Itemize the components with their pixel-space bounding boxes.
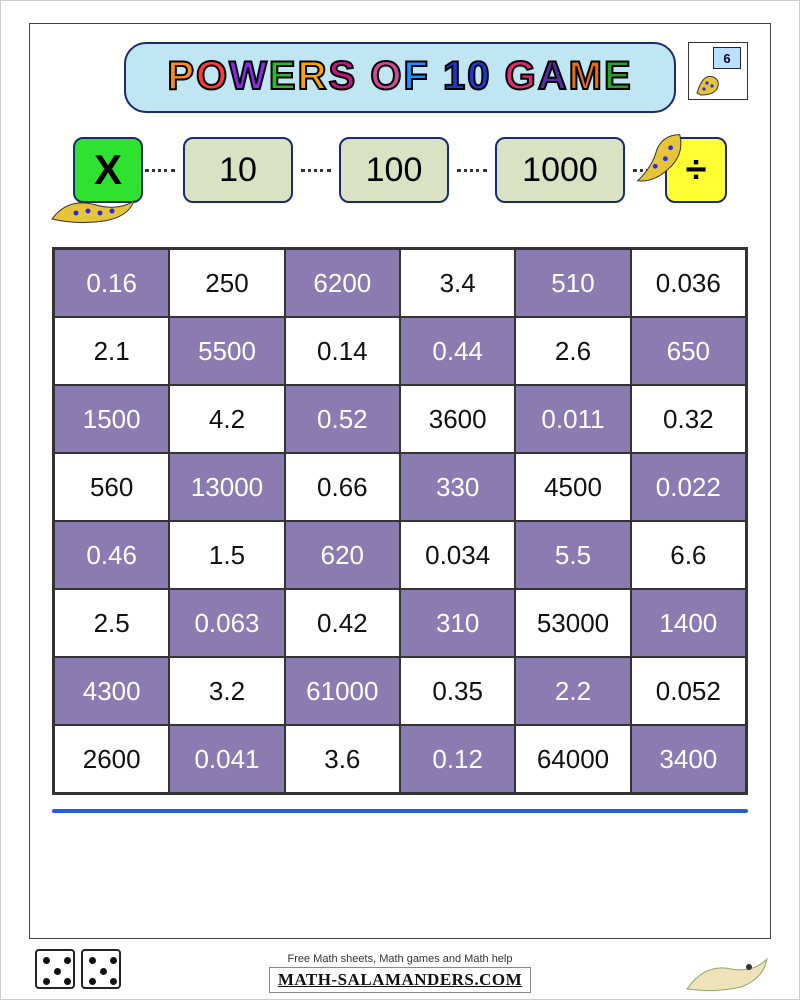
salamander-footer-icon xyxy=(681,939,771,993)
grid-cell: 53000 xyxy=(515,589,630,657)
grid-cell: 5500 xyxy=(169,317,284,385)
grid-cell: 310 xyxy=(400,589,515,657)
salamander-icon xyxy=(693,63,727,97)
die-icon xyxy=(35,949,75,989)
grid-cell: 0.14 xyxy=(285,317,400,385)
grid-cell: 6.6 xyxy=(631,521,746,589)
grid-cell: 0.022 xyxy=(631,453,746,521)
footer-brand: MATH-SALAMANDERS.COM xyxy=(269,967,531,993)
connector-dots xyxy=(457,169,487,172)
dice-pair xyxy=(35,949,121,989)
grid-cell: 3.4 xyxy=(400,249,515,317)
grid-cell: 0.063 xyxy=(169,589,284,657)
grid-cell: 4500 xyxy=(515,453,630,521)
grid-cell: 5.5 xyxy=(515,521,630,589)
title-row: POWERS OF 10 GAME 6 xyxy=(52,42,748,113)
grid-cell: 3600 xyxy=(400,385,515,453)
power-chip-10: 10 xyxy=(183,137,293,203)
grid-cell: 0.011 xyxy=(515,385,630,453)
footer-center: Free Math sheets, Math games and Math he… xyxy=(269,953,531,993)
grid-cell: 1400 xyxy=(631,589,746,657)
worksheet-page: POWERS OF 10 GAME 6 X 10 100 1000 ÷ xyxy=(29,23,771,939)
grid-cell: 650 xyxy=(631,317,746,385)
grid-cell: 0.052 xyxy=(631,657,746,725)
grid-cell: 0.46 xyxy=(54,521,169,589)
connector-dots xyxy=(145,169,175,172)
grid-cell: 250 xyxy=(169,249,284,317)
grid-cell: 4300 xyxy=(54,657,169,725)
grid-cell: 0.041 xyxy=(169,725,284,793)
grid-cell: 6200 xyxy=(285,249,400,317)
grid-cell: 61000 xyxy=(285,657,400,725)
footer-tagline: Free Math sheets, Math games and Math he… xyxy=(269,953,531,965)
title-banner: POWERS OF 10 GAME xyxy=(124,42,676,113)
grid-cell: 620 xyxy=(285,521,400,589)
grid-cell: 0.16 xyxy=(54,249,169,317)
operator-row: X 10 100 1000 ÷ xyxy=(52,131,748,209)
power-chip-100: 100 xyxy=(339,137,449,203)
grid-cell: 2.5 xyxy=(54,589,169,657)
grid-cell: 0.52 xyxy=(285,385,400,453)
grid-cell: 560 xyxy=(54,453,169,521)
grid-cell: 0.32 xyxy=(631,385,746,453)
grid-cell: 64000 xyxy=(515,725,630,793)
salamander-left-icon xyxy=(48,177,138,227)
grid-cell: 3.6 xyxy=(285,725,400,793)
grid-cell: 2.1 xyxy=(54,317,169,385)
die-icon xyxy=(81,949,121,989)
power-chip-1000: 1000 xyxy=(495,137,625,203)
bottom-rule xyxy=(52,809,748,813)
grid-cell: 2600 xyxy=(54,725,169,793)
grid-cell: 0.42 xyxy=(285,589,400,657)
grid-cell: 3.2 xyxy=(169,657,284,725)
grid-cell: 2.6 xyxy=(515,317,630,385)
grid-cell: 0.12 xyxy=(400,725,515,793)
grid-cell: 0.034 xyxy=(400,521,515,589)
page-footer: Free Math sheets, Math games and Math he… xyxy=(1,941,799,993)
grid-cell: 0.66 xyxy=(285,453,400,521)
grid-cell: 4.2 xyxy=(169,385,284,453)
grid-cell: 1.5 xyxy=(169,521,284,589)
grid-cell: 1500 xyxy=(54,385,169,453)
grid-cell: 330 xyxy=(400,453,515,521)
grid-cell: 13000 xyxy=(169,453,284,521)
connector-dots xyxy=(301,169,331,172)
grade-badge: 6 xyxy=(688,42,748,100)
grid-cell: 0.036 xyxy=(631,249,746,317)
grid-cell: 2.2 xyxy=(515,657,630,725)
grid-cell: 0.44 xyxy=(400,317,515,385)
grid-cell: 0.35 xyxy=(400,657,515,725)
grid-cell: 510 xyxy=(515,249,630,317)
grid-cell: 3400 xyxy=(631,725,746,793)
game-grid: 0.1625062003.45100.036 2.155000.140.442.6… xyxy=(52,247,748,795)
